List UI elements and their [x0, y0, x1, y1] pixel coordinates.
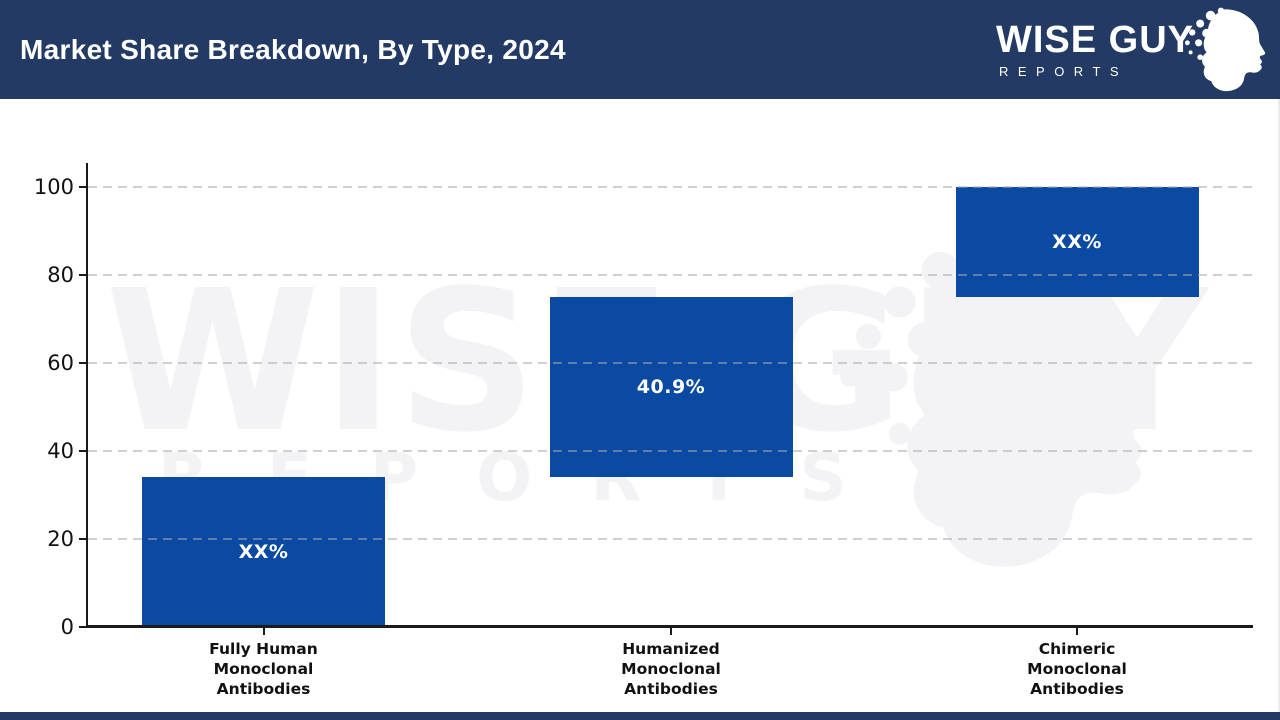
- footer-bar: [0, 712, 1280, 720]
- y-tick-label-20: 20: [47, 527, 74, 551]
- gridline: [88, 450, 1253, 452]
- page-title: Market Share Breakdown, By Type, 2024: [20, 33, 566, 65]
- y-tick-mark: [79, 450, 86, 452]
- y-tick-mark: [79, 186, 86, 188]
- bar-humanized: 40.9%: [549, 297, 793, 477]
- x-category-label-humanized: Humanized Monoclonal Antibodies: [621, 640, 721, 698]
- bar-value-label: XX%: [238, 540, 289, 563]
- y-axis-line: [86, 163, 88, 628]
- y-tick-label-80: 80: [47, 263, 74, 287]
- y-tick-mark: [79, 626, 86, 628]
- brand-logo-reports: REPORTS: [998, 64, 1129, 79]
- y-tick-mark: [79, 538, 86, 540]
- y-tick-label-100: 100: [33, 175, 74, 199]
- x-axis-line: [86, 625, 1253, 628]
- y-tick-label-0: 0: [60, 615, 74, 639]
- y-tick-mark: [79, 362, 86, 364]
- x-category-label-chimeric: Chimeric Monoclonal Antibodies: [1027, 640, 1127, 698]
- x-category-label-fully-human: Fully Human Monoclonal Antibodies: [209, 640, 318, 698]
- x-tick-mark: [670, 628, 672, 635]
- bar-chimeric: XX%: [955, 187, 1199, 297]
- y-tick-label-40: 40: [47, 439, 74, 463]
- brand-logo-wiseguy: WISE GUY: [995, 19, 1194, 61]
- gridline: [88, 186, 1253, 188]
- brand-logo-text: WISE GUY REPORTS: [996, 21, 1194, 79]
- y-tick-label-60: 60: [47, 351, 74, 375]
- right-edge-divider: [1278, 99, 1280, 712]
- bar-fully-human: XX%: [142, 476, 385, 627]
- x-tick-mark: [262, 628, 265, 635]
- y-tick-mark: [79, 274, 86, 276]
- bar-value-label: 40.9%: [636, 375, 706, 398]
- gridline: [88, 274, 1253, 276]
- gridline: [88, 538, 1253, 540]
- header: Market Share Breakdown, By Type, 2024 WI…: [0, 0, 1280, 99]
- gridline: [88, 362, 1253, 364]
- logo-face-icon: [1185, 7, 1266, 92]
- brand-logo: WISE GUY REPORTS: [996, 4, 1270, 96]
- x-tick-mark: [1076, 628, 1078, 635]
- bar-value-label: XX%: [1052, 231, 1102, 253]
